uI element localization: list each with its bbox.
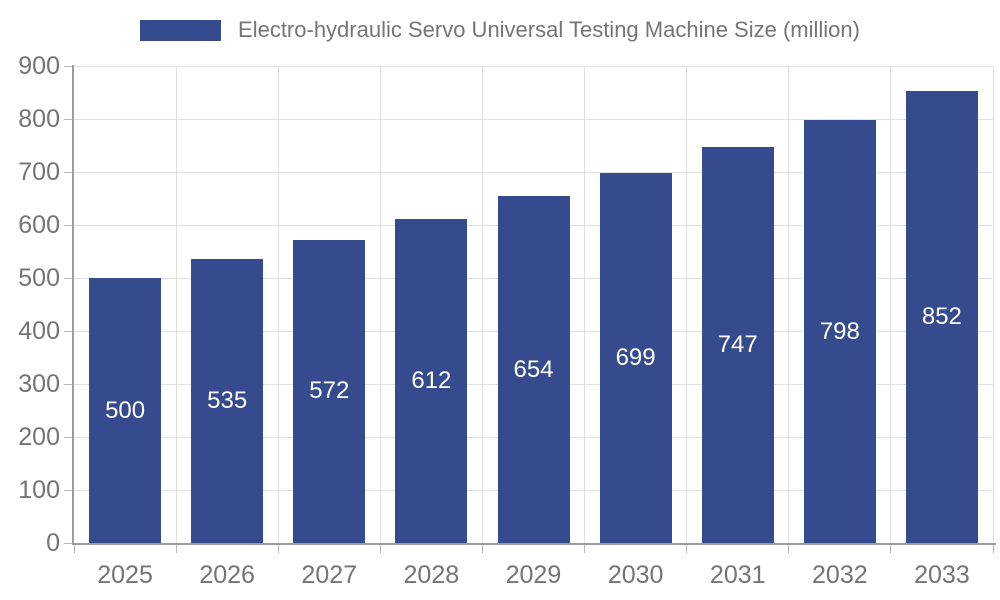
legend-item[interactable]: Electro-hydraulic Servo Universal Testin… bbox=[0, 17, 1000, 43]
x-axis-tick-label: 2032 bbox=[812, 561, 868, 589]
x-axis-tick-label: 2029 bbox=[505, 561, 562, 589]
gridline-horizontal bbox=[74, 171, 993, 173]
x-axis-tick-label: 2027 bbox=[301, 561, 358, 589]
y-axis-tick-label: 700 bbox=[18, 158, 60, 186]
bar-2029[interactable] bbox=[497, 196, 570, 543]
x-axis-tick bbox=[584, 545, 586, 553]
legend-swatch bbox=[140, 19, 222, 41]
y-axis-tick bbox=[64, 171, 72, 173]
x-axis-line bbox=[72, 543, 996, 545]
y-axis-tick-label: 900 bbox=[18, 52, 60, 80]
x-axis-tick bbox=[481, 545, 483, 553]
x-axis-tick bbox=[788, 545, 790, 553]
bar-value-label: 852 bbox=[921, 303, 962, 331]
y-axis-tick-label: 400 bbox=[18, 317, 60, 345]
gridline-vertical bbox=[992, 66, 994, 543]
gridline-vertical bbox=[379, 66, 381, 543]
bar-2028[interactable] bbox=[395, 218, 468, 543]
y-axis-tick bbox=[64, 118, 72, 120]
legend-label: Electro-hydraulic Servo Universal Testin… bbox=[238, 17, 860, 42]
gridline-vertical bbox=[788, 66, 790, 543]
y-axis-tick-label: 200 bbox=[18, 423, 60, 451]
x-axis-tick bbox=[379, 545, 381, 553]
bar-value-label: 747 bbox=[717, 331, 758, 358]
bar-value-label: 535 bbox=[207, 387, 248, 415]
y-axis-tick-label: 600 bbox=[18, 211, 60, 239]
bar-2026[interactable] bbox=[191, 259, 264, 543]
x-axis-tick bbox=[686, 545, 688, 553]
y-axis-tick-label: 800 bbox=[18, 105, 60, 133]
x-axis-tick-label: 2033 bbox=[914, 561, 970, 589]
x-axis-tick-label: 2026 bbox=[199, 561, 255, 589]
bar-2025[interactable] bbox=[89, 278, 162, 543]
gridline-vertical bbox=[890, 66, 892, 543]
bar-value-label: 572 bbox=[309, 377, 350, 405]
y-axis-tick bbox=[64, 330, 72, 332]
x-axis-tick-label: 2031 bbox=[709, 561, 766, 589]
x-axis-tick bbox=[890, 545, 892, 553]
y-axis-tick bbox=[64, 542, 72, 544]
y-axis-tick bbox=[64, 383, 72, 385]
y-axis-tick-label: 100 bbox=[18, 476, 60, 504]
y-axis-line bbox=[72, 65, 74, 545]
bar-value-label: 612 bbox=[411, 366, 452, 394]
y-axis-tick-label: 0 bbox=[46, 529, 60, 557]
y-axis-tick bbox=[64, 224, 72, 226]
gridline-vertical bbox=[584, 66, 586, 543]
y-axis-tick-label: 300 bbox=[18, 370, 60, 398]
gridline-horizontal bbox=[74, 65, 993, 67]
y-axis-tick bbox=[64, 489, 72, 491]
gridline-vertical bbox=[175, 66, 177, 543]
bar-value-label: 699 bbox=[615, 343, 656, 371]
bar-2033[interactable] bbox=[905, 91, 978, 543]
x-axis-tick bbox=[175, 545, 177, 553]
gridline-vertical bbox=[277, 66, 279, 543]
x-axis-tick bbox=[277, 545, 279, 553]
x-axis-tick-label: 2030 bbox=[607, 561, 664, 589]
y-axis-tick bbox=[64, 436, 72, 438]
bar-value-label: 500 bbox=[105, 396, 146, 424]
gridline-horizontal bbox=[74, 118, 993, 120]
x-axis-tick-label: 2025 bbox=[97, 561, 153, 589]
y-axis-tick-label: 500 bbox=[18, 264, 60, 292]
y-axis-tick bbox=[64, 277, 72, 279]
bar-2032[interactable] bbox=[803, 120, 876, 543]
bar-2027[interactable] bbox=[293, 239, 366, 543]
bar-2031[interactable] bbox=[701, 147, 774, 543]
bar-2030[interactable] bbox=[599, 172, 672, 543]
gridline-vertical bbox=[481, 66, 483, 543]
x-axis-tick-label: 2028 bbox=[403, 561, 460, 589]
gridline-vertical bbox=[686, 66, 688, 543]
bar-value-label: 654 bbox=[513, 355, 554, 383]
x-axis-tick bbox=[73, 545, 75, 553]
x-axis-tick bbox=[992, 545, 994, 553]
y-axis-tick bbox=[64, 65, 72, 67]
bar-value-label: 798 bbox=[819, 317, 860, 345]
